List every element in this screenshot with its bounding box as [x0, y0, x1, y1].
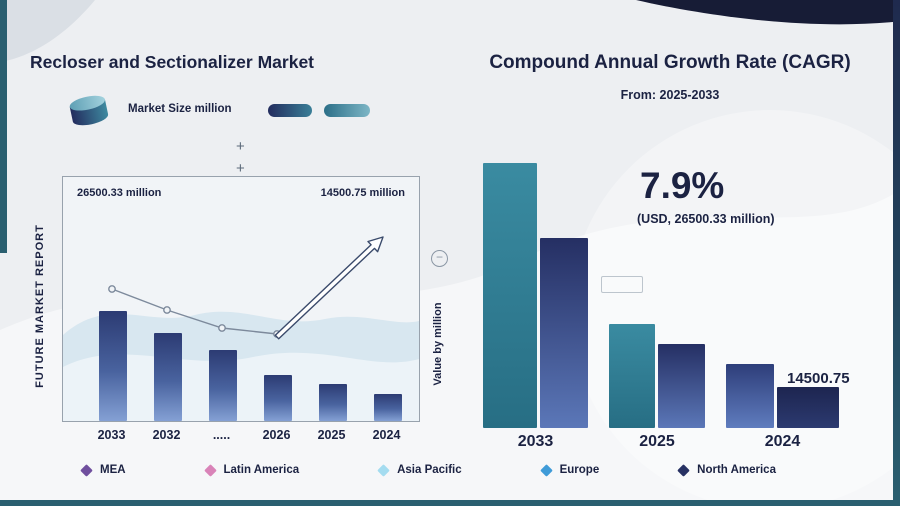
x-tick-label: 2024 [764, 433, 801, 450]
legend-diamond-icon [539, 463, 553, 477]
bar-2024 [777, 387, 839, 428]
left-chart-xlabels: 2033 2032..... 2026 2025 2024 [84, 428, 414, 442]
bar-2033 [540, 238, 588, 428]
plus-icon: + [236, 138, 245, 155]
left-edge-strip [0, 0, 7, 253]
top-right-band [636, 0, 893, 25]
legend-label: Asia Pacific [397, 464, 462, 476]
bar-column [195, 350, 250, 421]
x-tick-label: 2033 [517, 433, 554, 450]
bar-..... [208, 350, 237, 421]
bar-2025 [318, 384, 347, 421]
legend-item-europe: Europe [539, 463, 600, 477]
minus-circle-icon: − [431, 250, 448, 267]
legend-label: North America [697, 464, 776, 476]
legend-diamond-icon [80, 463, 93, 477]
side-watermark: FUTURE MARKET REPORT [34, 224, 46, 388]
pill-navy [268, 104, 312, 117]
bar-column [140, 333, 195, 421]
bar-pair [726, 364, 839, 428]
bar-column [360, 394, 415, 421]
bar-2024 [373, 394, 402, 421]
x-tick-label: 2032 [152, 428, 181, 442]
bar-group-2033: 2033 [483, 163, 588, 455]
trend-line-and-arrow [108, 236, 384, 340]
x-tick-label: 2026 [262, 428, 291, 442]
cagr-note: (USD, 26500.33 million) [637, 212, 775, 226]
x-tick-label: 2024 [372, 428, 401, 442]
legend-diamond-icon [677, 463, 691, 477]
bar-pair [609, 324, 705, 428]
chart-annotations: 26500.33 million 14500.75 million [77, 187, 405, 199]
legend-item-north-america: North America [677, 463, 776, 477]
bar-column [305, 384, 360, 421]
bar-2033 [98, 311, 127, 421]
bar-group-2025: 2025 [609, 324, 705, 455]
bar-2032 [153, 333, 182, 421]
legend-diamond-icon [203, 463, 217, 477]
bar-2024 [726, 364, 774, 428]
min-value-label: 14500.75 million [320, 187, 405, 199]
cagr-value: 7.9% [640, 165, 725, 206]
bottom-edge-strip [0, 500, 900, 506]
legend-diamond-icon [377, 463, 390, 477]
ratio-pills [268, 104, 370, 117]
region-legend: MEA Latin America Asia Pacific Europe North … [80, 463, 776, 477]
bar-column [85, 311, 140, 421]
market-size-label: Market Size million [128, 103, 232, 115]
right-chart-groups: 2033 2025 2024 [483, 162, 839, 455]
max-value-label: 26500.33 million [77, 187, 162, 199]
pill-teal [324, 104, 370, 117]
bar-pair [483, 163, 588, 428]
rectangle-outline-decoration [601, 276, 643, 293]
legend-item-latin-america: Latin America [203, 463, 300, 477]
bar-2033 [483, 163, 537, 428]
legend-item-asia-pacific: Asia Pacific [377, 463, 462, 477]
bar-2025 [658, 344, 705, 428]
market-size-chart: 26500.33 million 14500.75 million [62, 176, 420, 422]
value-axis-label: Value by million [432, 302, 444, 386]
x-tick-label: ..... [212, 428, 231, 442]
cagr-subtitle: From: 2025-2033 [620, 88, 720, 102]
bar-column [250, 375, 305, 421]
value-callout: 14500.75 [787, 370, 850, 387]
legend-item-mea: MEA [80, 463, 126, 477]
bar-2026 [263, 375, 292, 421]
legend-label: Latin America [223, 464, 300, 476]
page-title: Recloser and Sectionalizer Market [30, 52, 314, 72]
x-tick-label: 2033 [97, 428, 126, 442]
legend-label: Europe [559, 464, 600, 476]
cagr-title: Compound Annual Growth Rate (CAGR) [489, 52, 851, 73]
x-tick-label: 2025 [639, 433, 675, 450]
database-cylinder-icon [69, 95, 109, 126]
legend-label: MEA [100, 464, 126, 476]
left-chart-bars [85, 177, 415, 421]
x-tick-label: 2025 [317, 428, 346, 442]
plus-icon: + [236, 160, 245, 177]
right-edge-strip [893, 0, 900, 506]
bar-group-2024: 2024 [726, 364, 839, 455]
bar-2025 [609, 324, 655, 428]
